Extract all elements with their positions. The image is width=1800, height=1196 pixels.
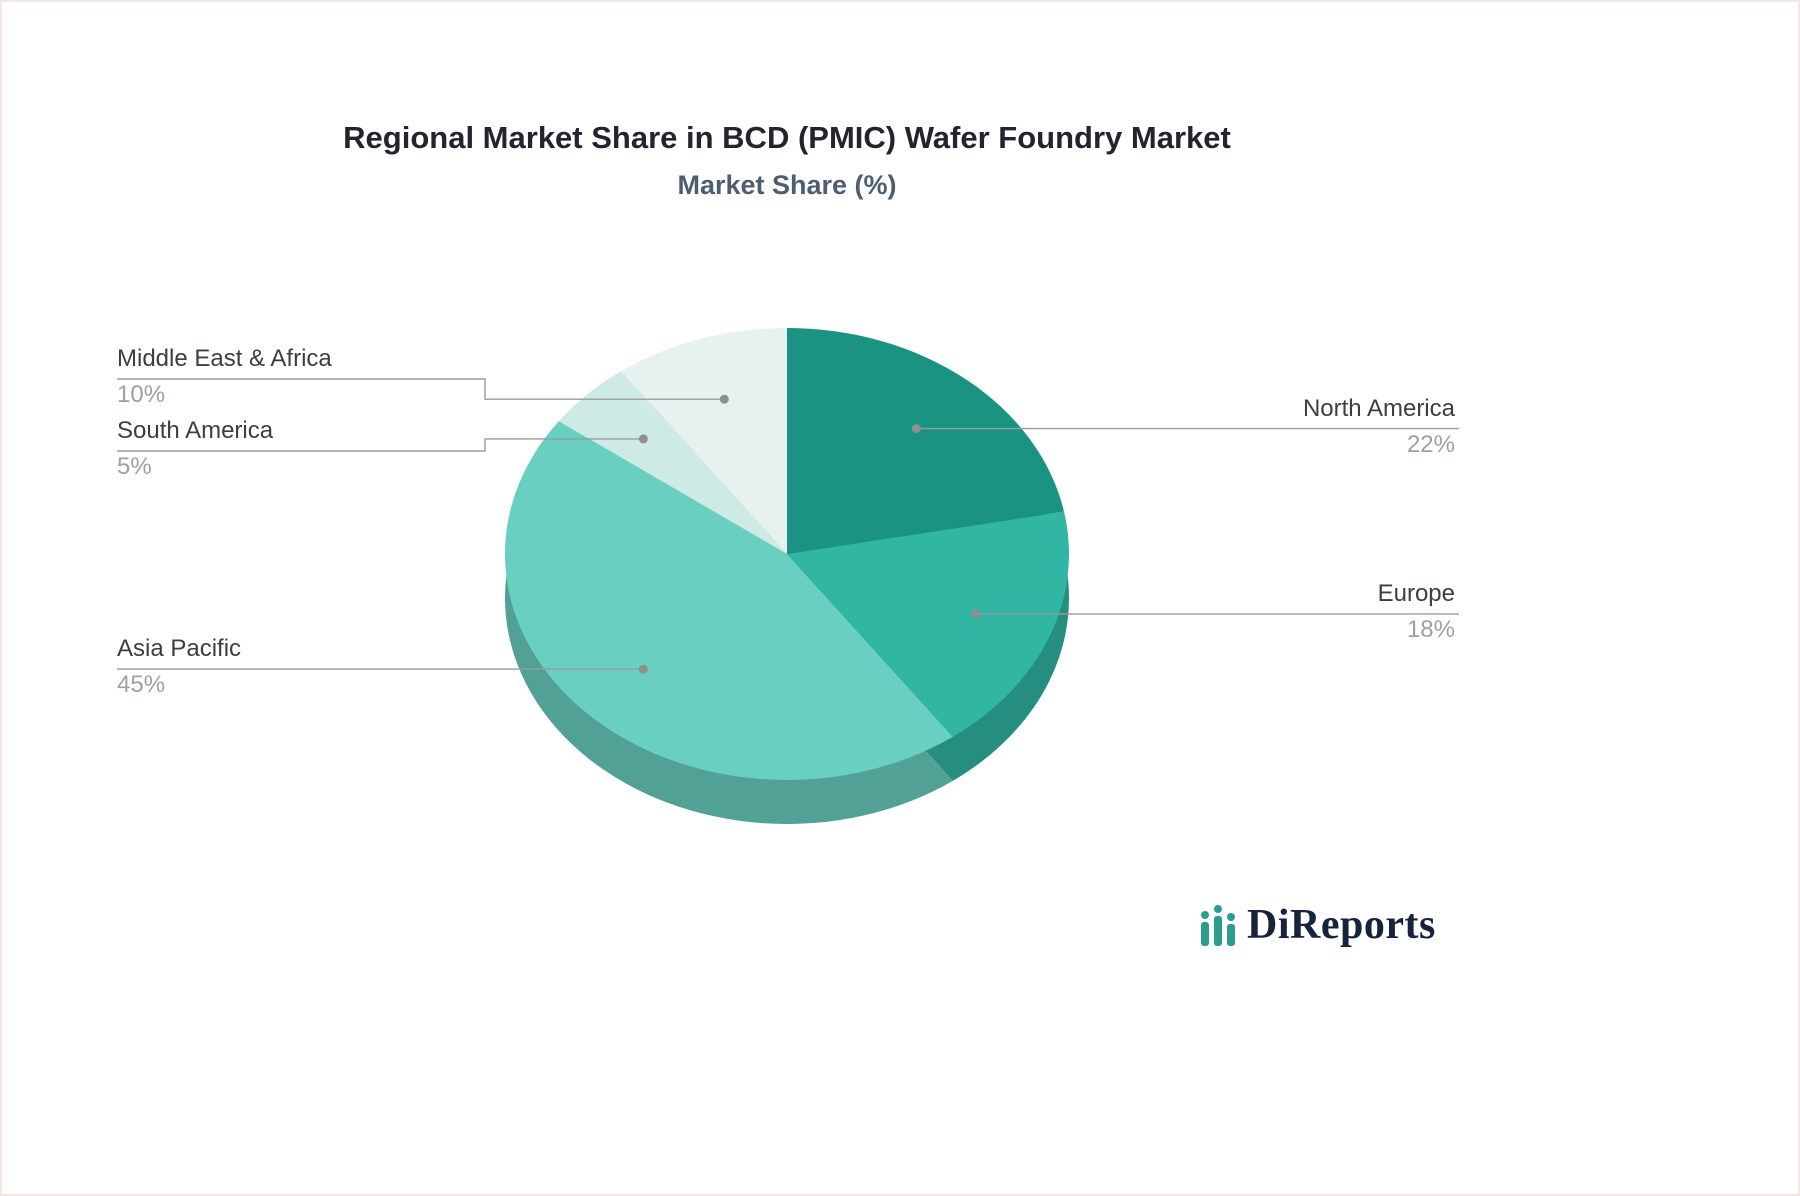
leader-line-south-america xyxy=(117,438,644,452)
slice-label-asia-pacific: Asia Pacific 45% xyxy=(117,634,241,700)
logo-text: DiReports xyxy=(1247,902,1436,948)
pie-top-layer xyxy=(504,328,1070,781)
slice-value: 10% xyxy=(117,381,166,408)
leader-dot-south-america xyxy=(638,434,648,444)
pie-slice-europe xyxy=(787,511,1070,737)
pie-slice-north-america xyxy=(787,328,1065,554)
slice-value: 22% xyxy=(1406,431,1455,458)
leader-dot-europe xyxy=(971,609,981,619)
chart-subtitle: Market Share (%) xyxy=(677,170,897,200)
pie-slice-south-america xyxy=(558,371,787,554)
slice-name: Middle East & Africa xyxy=(117,345,332,372)
slice-name: Europe xyxy=(1377,580,1455,607)
leader-dot-middle-east-africa xyxy=(719,394,729,404)
leader-dot-asia-pacific xyxy=(638,664,648,674)
logo: DiReports xyxy=(1198,900,1436,950)
bar-chart-icon xyxy=(1201,905,1235,946)
leader-line-middle-east-africa xyxy=(117,378,725,400)
slice-label-south-america: South America 5% xyxy=(117,416,273,482)
slice-label-europe: Europe 18% xyxy=(1378,579,1455,645)
slice-value: 5% xyxy=(117,453,152,480)
pie-slice-asia-pacific xyxy=(504,421,953,781)
chart-title: Regional Market Share in BCD (PMIC) Wafe… xyxy=(343,120,1231,155)
slice-label-middle-east-africa: Middle East & Africa 10% xyxy=(117,344,332,410)
slice-value: 45% xyxy=(117,671,166,698)
slice-name: Asia Pacific xyxy=(117,635,242,662)
slice-name: South America xyxy=(117,417,274,444)
pie-slice-middle-east-africa xyxy=(621,328,787,554)
leader-dot-north-america xyxy=(911,424,921,434)
slice-label-north-america: North America 22% xyxy=(1303,394,1455,460)
slice-value: 18% xyxy=(1406,616,1455,643)
slice-name: North America xyxy=(1302,395,1455,422)
